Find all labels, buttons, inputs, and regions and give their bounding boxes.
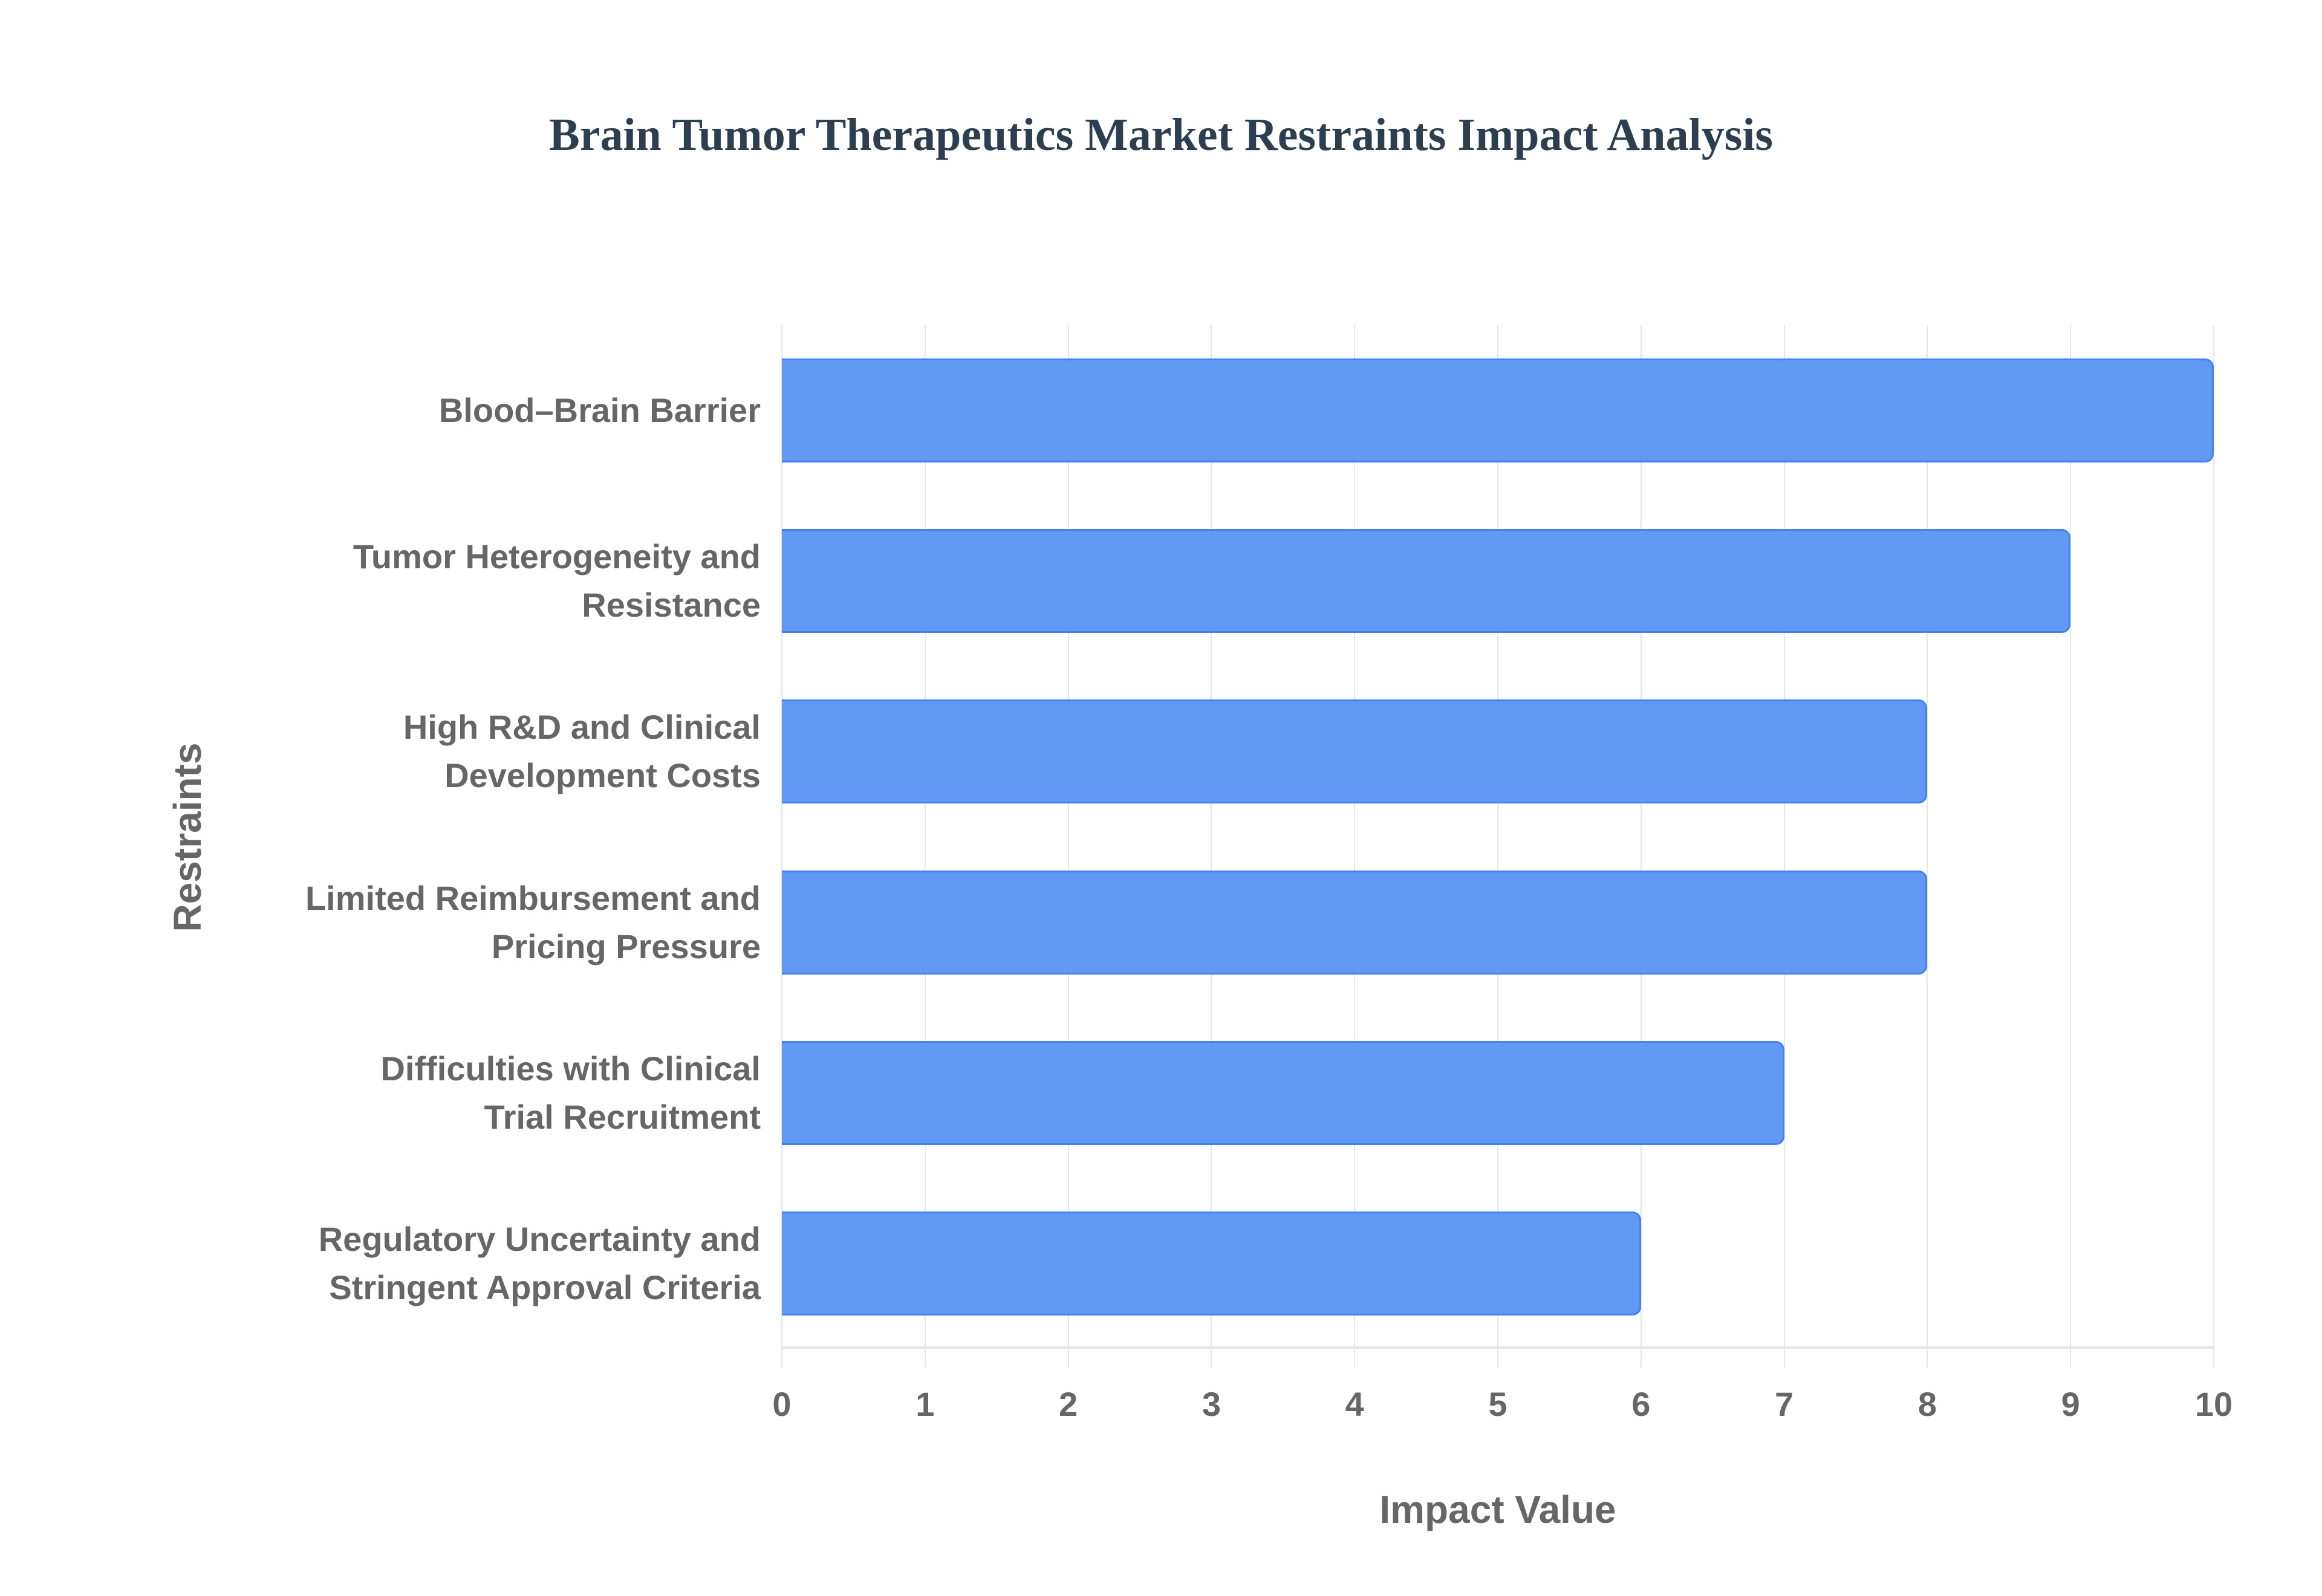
gridline	[1354, 325, 1356, 1368]
gridline	[1067, 325, 1069, 1368]
y-category-label: High R&D and Clinical Development Costs	[403, 708, 761, 795]
x-tick-label: 3	[1202, 1385, 1221, 1423]
bar[interactable]	[782, 699, 1928, 804]
gridline	[1497, 325, 1498, 1368]
y-category-label: Blood–Brain Barrier	[438, 391, 761, 430]
bar[interactable]	[782, 358, 2214, 463]
bar[interactable]	[782, 870, 1928, 975]
gridline	[1783, 325, 1785, 1368]
gridline	[1927, 325, 1928, 1368]
gridline	[2213, 325, 2214, 1368]
x-tick-label: 8	[1917, 1385, 1937, 1423]
gridline	[1640, 325, 1642, 1368]
x-tick-label: 0	[772, 1385, 792, 1423]
plot-area	[781, 325, 2214, 1368]
x-tick-label: 6	[1631, 1385, 1651, 1423]
chart-title: Brain Tumor Therapeutics Market Restrain…	[549, 109, 1773, 160]
gridline	[924, 325, 926, 1368]
gridline	[1211, 325, 1212, 1368]
x-axis-title: Impact Value	[1379, 1488, 1616, 1531]
y-category-label: Tumor Heterogeneity and Resistance	[353, 537, 761, 624]
y-category-label: Regulatory Uncertainty and Stringent App…	[318, 1219, 761, 1306]
bar[interactable]	[782, 1211, 1641, 1315]
y-category-label: Limited Reimbursement and Pricing Pressu…	[305, 878, 761, 965]
x-tick-label: 4	[1345, 1385, 1364, 1423]
bar[interactable]	[782, 1040, 1784, 1145]
bar[interactable]	[782, 529, 2071, 634]
x-tick-label: 7	[1775, 1385, 1794, 1423]
y-category-label: Difficulties with Clinical Trial Recruit…	[380, 1049, 761, 1136]
x-tick-label: 5	[1488, 1385, 1507, 1423]
gridline	[2070, 325, 2072, 1368]
gridline	[781, 325, 782, 1368]
x-tick-label: 9	[2061, 1385, 2080, 1423]
x-tick-label: 2	[1059, 1385, 1078, 1423]
x-tick-label: 10	[2194, 1385, 2233, 1423]
x-tick-label: 1	[915, 1385, 935, 1423]
